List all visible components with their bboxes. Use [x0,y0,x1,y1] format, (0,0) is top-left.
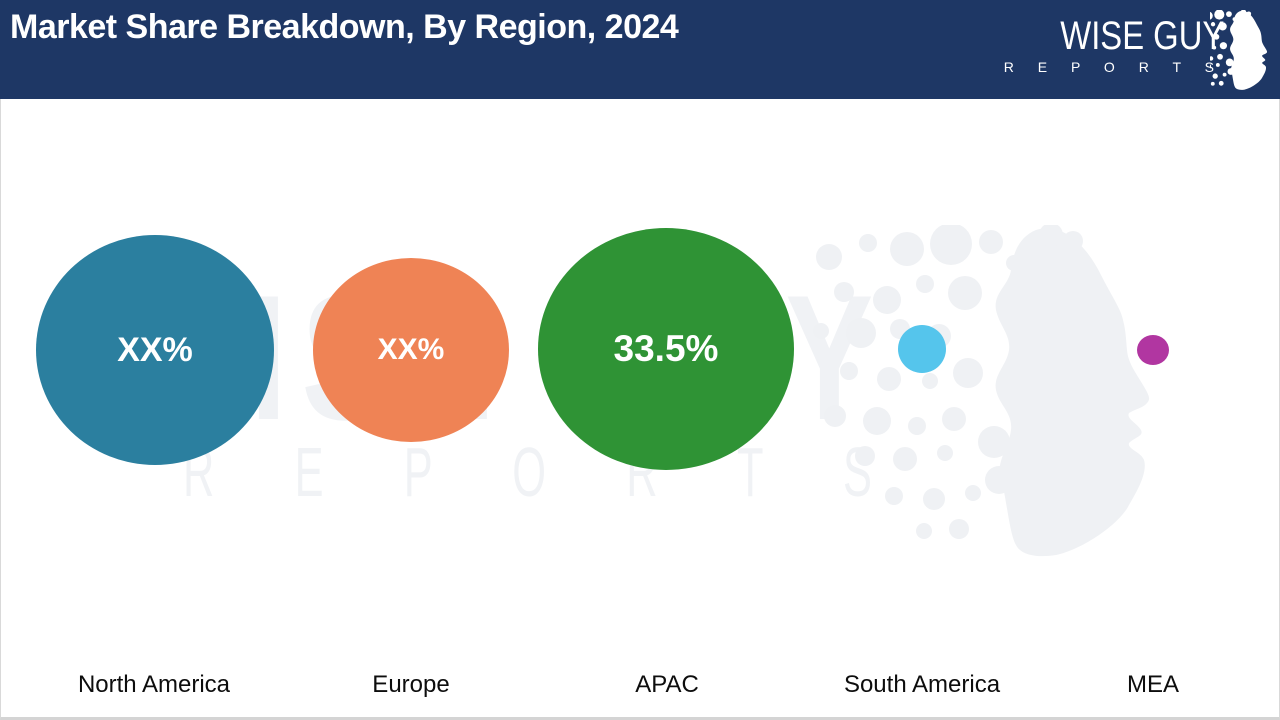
bubble-north-america: XX% [36,235,274,465]
brand-tagline: R E P O R T S [1003,59,1224,75]
bubble-value-label: 33.5% [613,328,719,369]
watermark-tagline-text: R E P O R T S [183,433,907,511]
bubble-mea [1137,335,1169,365]
bubble-value-label: XX% [117,330,193,369]
bubble-apac: 33.5% [538,228,794,470]
header-bar: Market Share Breakdown, By Region, 2024 … [0,0,1280,99]
bubble-chart: WISE GUY R E P O R T S XX% XX% 33.5% Nor… [0,99,1280,720]
category-label-south-america: South America [843,671,1001,698]
page-title: Market Share Breakdown, By Region, 2024 [10,8,679,46]
category-label-apac: APAC [635,671,699,698]
category-label-europe: Europe [372,671,450,698]
brand-name: WISE GUY [1059,14,1224,58]
watermark-head-icon [813,225,1150,557]
brand-logo-text: WISE GUY R E P O R T S [998,16,1224,75]
bubble-europe: XX% [313,258,509,442]
category-label-north-america: North America [77,671,231,698]
bubble-value-label: XX% [377,333,445,366]
bubble-south-america [898,325,946,373]
category-label-mea: MEA [1126,671,1180,698]
brand-logo: WISE GUY R E P O R T S [998,8,1272,94]
